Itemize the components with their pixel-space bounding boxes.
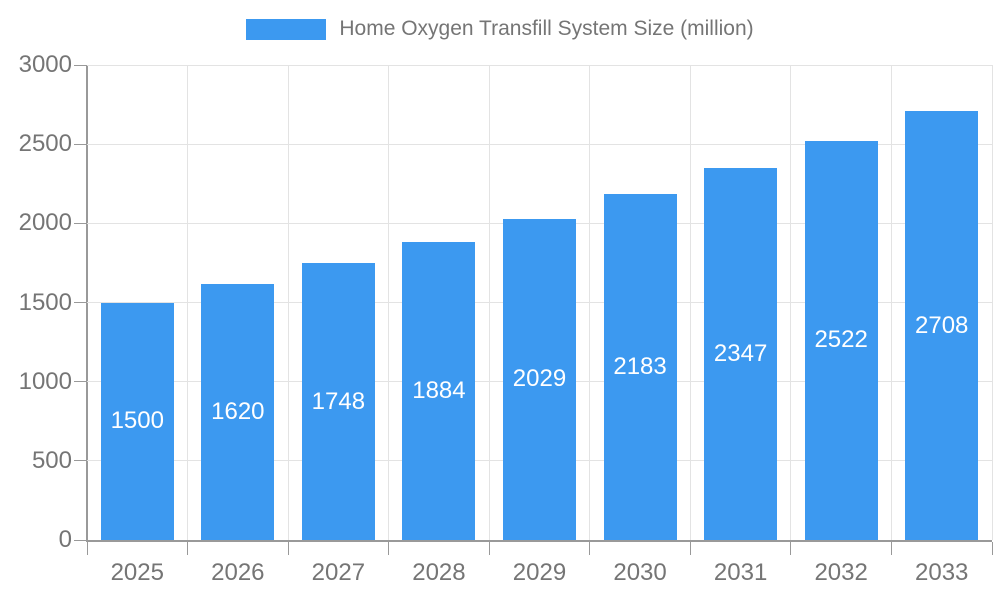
- bar-value-label-2032: 2522: [814, 326, 868, 354]
- bar-2028: [402, 241, 476, 540]
- legend-label: Home Oxygen Transfill System Size (milli…: [339, 17, 754, 40]
- bar-2031: [704, 168, 778, 540]
- bar-2032: [804, 140, 878, 540]
- v-gridline-1: [187, 65, 189, 540]
- v-gridline-3: [388, 65, 390, 540]
- y-tick-2000: [74, 222, 87, 224]
- bar-value-label-2029: 2029: [512, 365, 567, 393]
- bar-2025: [100, 302, 174, 540]
- x-tick-label-2032: 2032: [814, 559, 868, 586]
- y-tick-label-3000: 3000: [18, 51, 72, 78]
- v-gridline-4: [488, 65, 490, 540]
- v-gridline-6: [689, 65, 691, 540]
- plot-area: 1500 1620 1748 1884 2029 2183 2347 2522 2708: [87, 64, 993, 540]
- y-tick-0: [74, 539, 87, 541]
- v-gridline-5: [589, 65, 591, 540]
- x-tick-5: [589, 542, 591, 555]
- bar-value-label-2033: 2708: [915, 311, 969, 339]
- y-tick-label-2500: 2500: [18, 130, 72, 158]
- bar-value-label-2026: 1620: [211, 397, 265, 425]
- bar-2029: [503, 218, 576, 540]
- y-tick-label-0: 0: [58, 526, 72, 553]
- x-tick-3: [388, 542, 390, 555]
- x-tick-7: [790, 542, 792, 555]
- bar-value-label-2030: 2183: [613, 353, 667, 381]
- bar-value-label-2025: 1500: [110, 407, 164, 435]
- bar-2027: [301, 263, 375, 540]
- x-tick-label-2031: 2031: [713, 559, 768, 586]
- v-gridline-8: [890, 65, 892, 540]
- x-tick-label-2025: 2025: [110, 559, 164, 586]
- x-tick-label-2029: 2029: [512, 559, 567, 586]
- y-tick-500: [74, 460, 87, 462]
- bar-value-label-2027: 1748: [311, 387, 366, 415]
- y-axis-line: [86, 65, 88, 542]
- x-tick-2: [287, 542, 289, 555]
- x-tick-4: [488, 542, 490, 555]
- bar-value-label-2028: 1884: [412, 376, 466, 404]
- y-tick-3000: [74, 64, 87, 66]
- y-tick-1500: [74, 302, 87, 303]
- y-tick-label-2000: 2000: [18, 209, 72, 237]
- y-tick-1000: [74, 381, 87, 383]
- x-axis-line: [87, 540, 992, 542]
- x-tick-label-2030: 2030: [613, 559, 667, 586]
- x-tick-label-2026: 2026: [211, 559, 265, 586]
- x-tick-0: [86, 542, 88, 555]
- bar-2026: [201, 283, 275, 540]
- legend-swatch: [246, 18, 327, 40]
- v-gridline-7: [790, 65, 792, 540]
- bar-2030: [603, 194, 677, 540]
- y-tick-label-1500: 1500: [18, 288, 72, 316]
- x-tick-label-2027: 2027: [311, 559, 366, 586]
- v-gridline-2: [287, 65, 289, 540]
- bar-value-label-2031: 2347: [713, 340, 768, 368]
- bar-2033: [905, 111, 979, 540]
- y-tick-label-500: 500: [31, 446, 72, 474]
- h-gridline-3000: [87, 64, 992, 66]
- y-tick-2500: [74, 143, 87, 145]
- x-tick-label-2028: 2028: [412, 559, 466, 586]
- h-gridline-2500: [87, 143, 992, 145]
- v-gridline-9: [991, 65, 993, 540]
- x-tick-1: [187, 542, 189, 555]
- x-tick-label-2033: 2033: [915, 559, 969, 586]
- x-tick-6: [689, 542, 691, 555]
- legend: Home Oxygen Transfill System Size (milli…: [0, 17, 1000, 41]
- x-tick-9: [991, 542, 993, 555]
- x-tick-8: [890, 542, 892, 555]
- y-tick-label-1000: 1000: [18, 367, 72, 395]
